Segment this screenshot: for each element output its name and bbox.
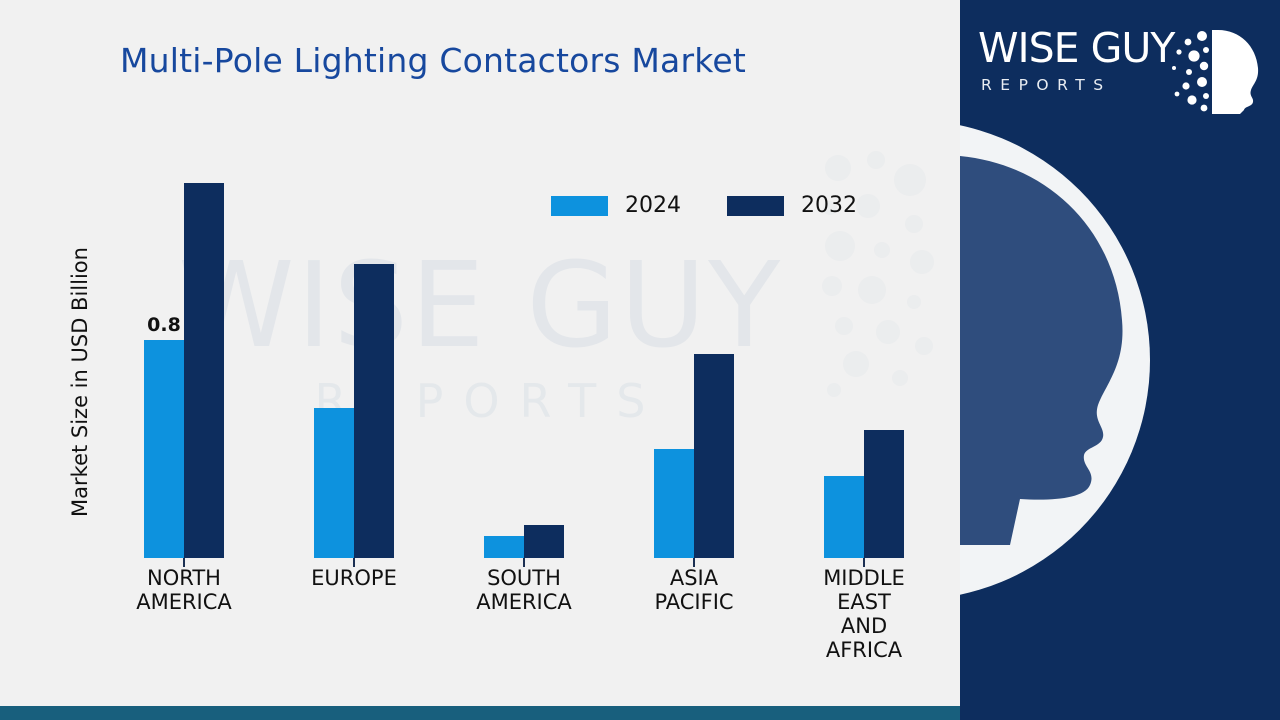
x-axis-label-line: AMERICA xyxy=(476,590,572,615)
chart-legend: 2024 2032 xyxy=(551,193,857,218)
x-axis-label-line: AND xyxy=(840,614,888,639)
legend-item-2024[interactable]: 2024 xyxy=(551,193,681,218)
chart-panel: WISE GUY REPORTS Multi-Pole Lighting Con… xyxy=(0,41,960,720)
bar-group xyxy=(483,150,565,567)
x-axis-label-line: EUROPE xyxy=(311,566,397,590)
x-axis-label-line: PACIFIC xyxy=(654,590,734,615)
bar-group xyxy=(313,150,395,567)
bar-group xyxy=(653,150,735,567)
bar-2032-south-america[interactable] xyxy=(524,525,564,558)
bar-2024-asia-pacific[interactable] xyxy=(654,449,694,558)
legend-label-2032: 2032 xyxy=(801,193,857,218)
bar-2024-middle-east-and-africa[interactable] xyxy=(824,476,864,558)
x-axis-tick xyxy=(693,558,695,567)
brand-logo-sub-text: REPORTS xyxy=(981,76,1112,94)
x-axis-tick xyxy=(183,558,185,567)
brand-logo-head-icon xyxy=(1172,30,1259,114)
x-axis-label: ASIA PACIFIC xyxy=(624,566,764,614)
x-axis-label-line: ASIA xyxy=(669,566,719,590)
x-axis-tick xyxy=(863,558,865,567)
plot-area: 0.8 xyxy=(104,150,934,567)
x-axis-label-line: SOUTH xyxy=(487,566,561,590)
x-axis-label: SOUTH AMERICA xyxy=(454,566,594,614)
legend-item-2032[interactable]: 2032 xyxy=(727,193,857,218)
bar-2032-asia-pacific[interactable] xyxy=(694,354,734,558)
x-axis-label-line: NORTH xyxy=(147,566,221,590)
bar-2032-europe[interactable] xyxy=(354,264,394,558)
brand-logo-main-text: WISE GUY xyxy=(978,24,1175,72)
bar-2032-north-america[interactable] xyxy=(184,183,224,558)
x-axis-label-line: MIDDLE xyxy=(823,566,905,590)
bar-2032-middle-east-and-africa[interactable] xyxy=(864,430,904,558)
x-axis-tick xyxy=(353,558,355,567)
legend-swatch-2032 xyxy=(727,195,784,216)
page-title: Multi-Pole Lighting Contactors Market xyxy=(120,41,746,80)
bar-group: 0.8 xyxy=(143,150,225,567)
x-axis-label-line: AFRICA xyxy=(825,638,903,663)
legend-swatch-2024 xyxy=(551,195,608,216)
x-axis-label: NORTH AMERICA xyxy=(114,566,254,614)
x-axis-label-line: AMERICA xyxy=(136,590,232,615)
x-axis-tick xyxy=(523,558,525,567)
watermark-dots-decoration xyxy=(822,151,934,397)
bar-group xyxy=(823,150,905,567)
bar-2024-north-america[interactable]: 0.8 xyxy=(144,314,184,558)
x-axis-label: EUROPE xyxy=(284,566,424,590)
bar-value-label: 0.8 xyxy=(147,314,181,336)
bar-2024-south-america[interactable] xyxy=(484,536,524,558)
head-silhouette-decoration xyxy=(960,156,1123,545)
x-axis-label: MIDDLE EAST AND AFRICA xyxy=(794,566,934,663)
brand-logo: WISE GUY REPORTS xyxy=(978,28,1268,128)
x-axis-label-line: EAST xyxy=(837,590,891,615)
legend-label-2024: 2024 xyxy=(625,193,681,218)
bottom-accent-strip xyxy=(0,706,960,720)
y-axis-title: Market Size in USD Billion xyxy=(68,247,92,517)
bar-2024-europe[interactable] xyxy=(314,408,354,558)
brand-panel: WISE GUY REPORTS xyxy=(960,0,1280,720)
